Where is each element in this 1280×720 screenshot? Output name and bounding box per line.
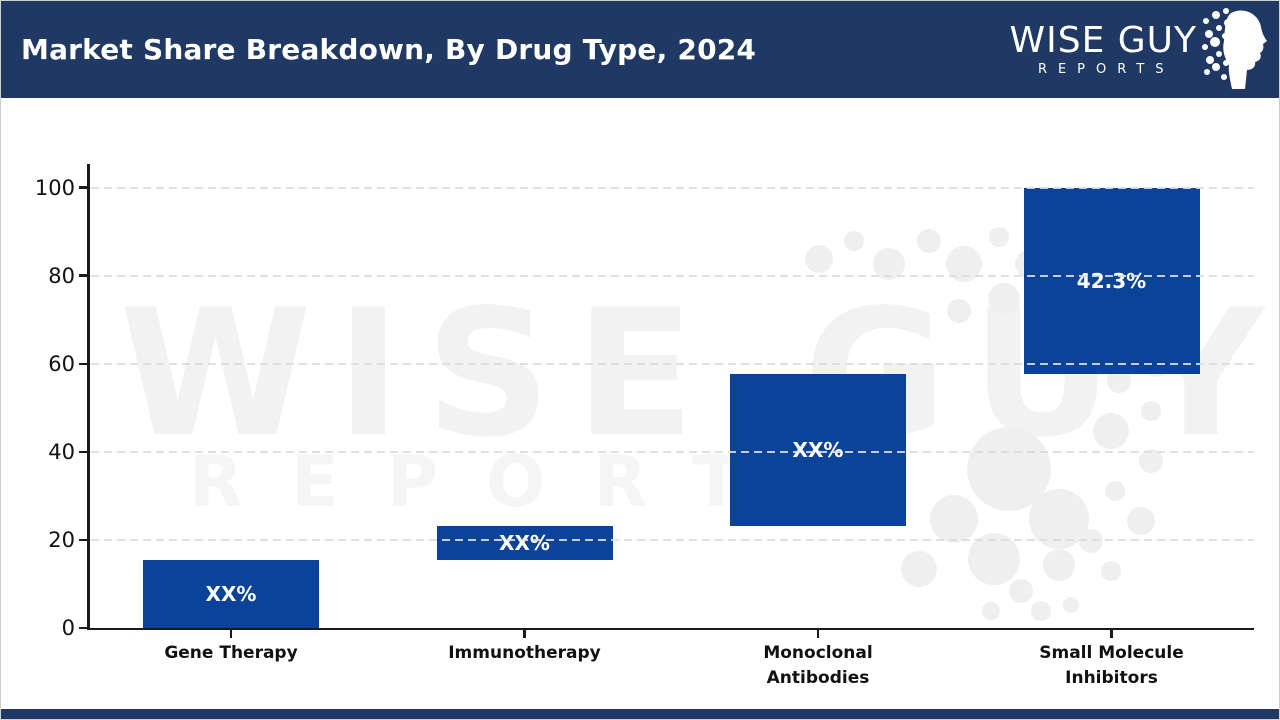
logo-text: WISE GUY REPORTS — [1010, 22, 1198, 77]
logo-subtitle: REPORTS — [1037, 61, 1175, 77]
bar-segment: 42.3% — [1023, 187, 1200, 374]
bar-segment: XX% — [436, 525, 613, 560]
gridline — [91, 538, 1254, 541]
logo-wordmark: WISE GUY — [1009, 20, 1197, 62]
bar-value-label: XX% — [205, 581, 257, 606]
y-tick-label: 40 — [48, 439, 75, 464]
x-category-label: Small Molecule Inhibitors — [1039, 643, 1184, 688]
x-tick-mark — [229, 630, 233, 638]
x-axis-line — [87, 627, 1254, 630]
bar-segment: XX% — [143, 559, 319, 628]
y-tick-mark — [79, 362, 87, 366]
y-axis-line — [87, 164, 90, 630]
x-category-label: Immunotherapy — [448, 643, 601, 663]
y-tick-mark — [79, 450, 87, 454]
y-tick-label: 80 — [48, 263, 75, 288]
header-bar: Market Share Breakdown, By Drug Type, 20… — [1, 1, 1280, 98]
gridline — [91, 450, 1254, 453]
y-tick-mark — [79, 626, 87, 630]
gridline — [91, 186, 1254, 189]
dotted-head-icon — [1201, 7, 1267, 93]
wiseguy-logo: WISE GUY REPORTS — [1010, 7, 1280, 93]
x-category-label: Monoclonal Antibodies — [763, 643, 873, 688]
page-title: Market Share Breakdown, By Drug Type, 20… — [21, 33, 757, 66]
y-tick-label: 20 — [48, 527, 75, 552]
y-tick-label: 0 — [61, 616, 75, 640]
y-tick-mark — [79, 274, 87, 277]
x-category-label: Gene Therapy — [164, 643, 298, 663]
x-tick-mark — [523, 630, 526, 638]
gridline — [91, 274, 1254, 277]
bar-value-label: XX% — [792, 437, 844, 462]
bar-value-label: 42.3% — [1076, 268, 1147, 293]
x-tick-mark — [816, 630, 820, 638]
gridline — [91, 362, 1254, 365]
y-tick-label: 60 — [48, 351, 75, 376]
y-tick-mark — [79, 186, 87, 189]
bar-value-label: XX% — [499, 530, 550, 555]
y-tick-mark — [79, 538, 87, 542]
footer-bar — [1, 709, 1279, 719]
bar-segment: XX% — [730, 373, 906, 526]
x-tick-mark — [1110, 630, 1113, 638]
y-tick-label: 100 — [34, 175, 75, 200]
